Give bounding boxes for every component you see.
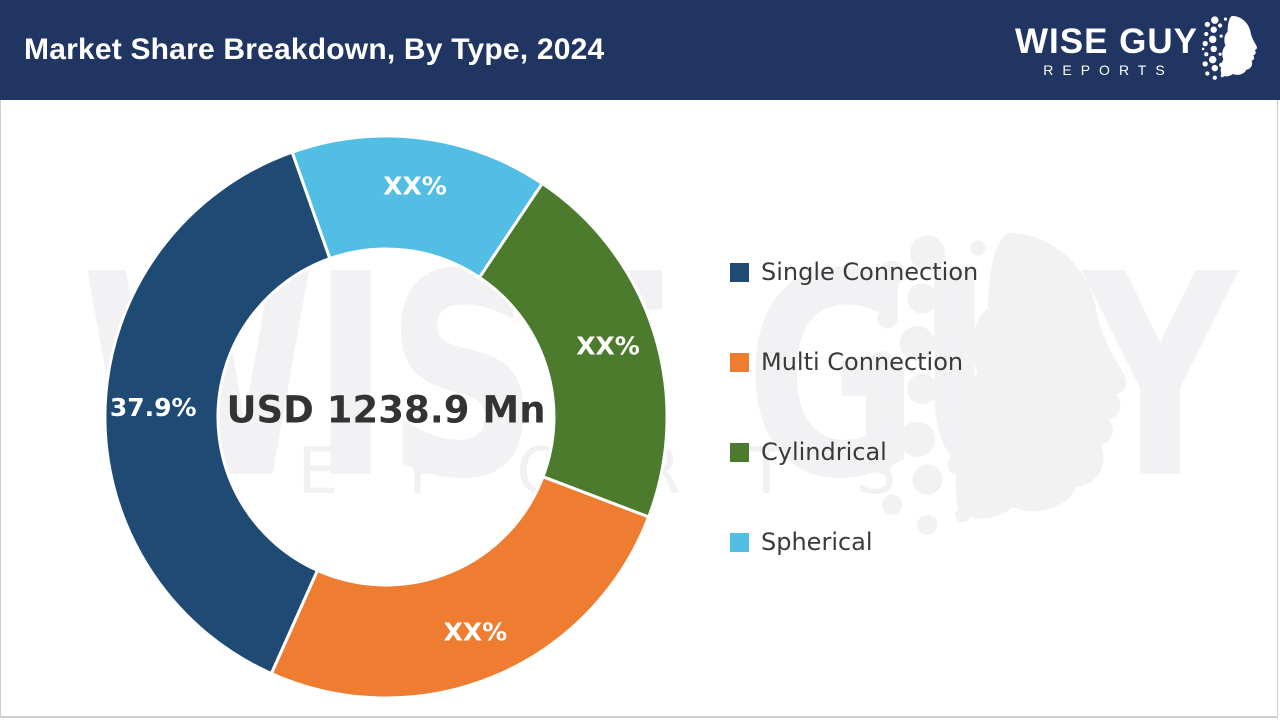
header-bar: Market Share Breakdown, By Type, 2024 WI…	[0, 0, 1280, 100]
chart-legend: Single Connection Multi Connection Cylindr…	[730, 253, 978, 613]
page-title: Market Share Breakdown, By Type, 2024	[24, 33, 605, 66]
legend-item-spherical: Spherical	[730, 523, 978, 561]
legend-swatch	[730, 262, 749, 282]
legend-item-multi-connection: Multi Connection	[730, 343, 978, 381]
legend-label: Single Connection	[761, 258, 979, 286]
legend-label: Spherical	[761, 528, 873, 556]
logo-wordmark: WISE GUY	[1014, 21, 1198, 61]
legend-swatch	[730, 442, 749, 462]
legend-swatch	[730, 532, 749, 552]
legend-label: Cylindrical	[761, 438, 887, 466]
wise-guy-reports-logo: WISE GUY REPORTS	[1015, 11, 1266, 89]
logo-head-icon	[1202, 15, 1257, 80]
legend-item-cylindrical: Cylindrical	[730, 433, 978, 471]
legend-swatch	[730, 352, 749, 372]
chart-area: WISE GUY REPORTS USD 1238.9 Mn 37.9%XX%X…	[0, 100, 1278, 718]
donut-slice-cylindrical	[477, 181, 669, 519]
slice-label-spherical: XX%	[383, 171, 447, 200]
donut-center-value: USD 1238.9 Mn	[226, 389, 545, 432]
legend-label: Multi Connection	[761, 348, 964, 376]
logo-text: WISE GUY REPORTS	[1015, 24, 1198, 77]
legend-item-single-connection: Single Connection	[730, 253, 978, 291]
slice-label-cylindrical: XX%	[576, 332, 640, 361]
donut-chart: USD 1238.9 Mn 37.9% XX% XX% XX%	[103, 134, 669, 700]
donut-slice-multi-connection	[269, 474, 651, 700]
donut-slice-single-connection	[103, 150, 332, 676]
logo-subtext: REPORTS	[1043, 61, 1174, 78]
slice-label-multi-connection: XX%	[444, 618, 508, 647]
donut-slice-spherical	[290, 134, 545, 280]
slice-label-single-connection: 37.9%	[110, 393, 197, 422]
